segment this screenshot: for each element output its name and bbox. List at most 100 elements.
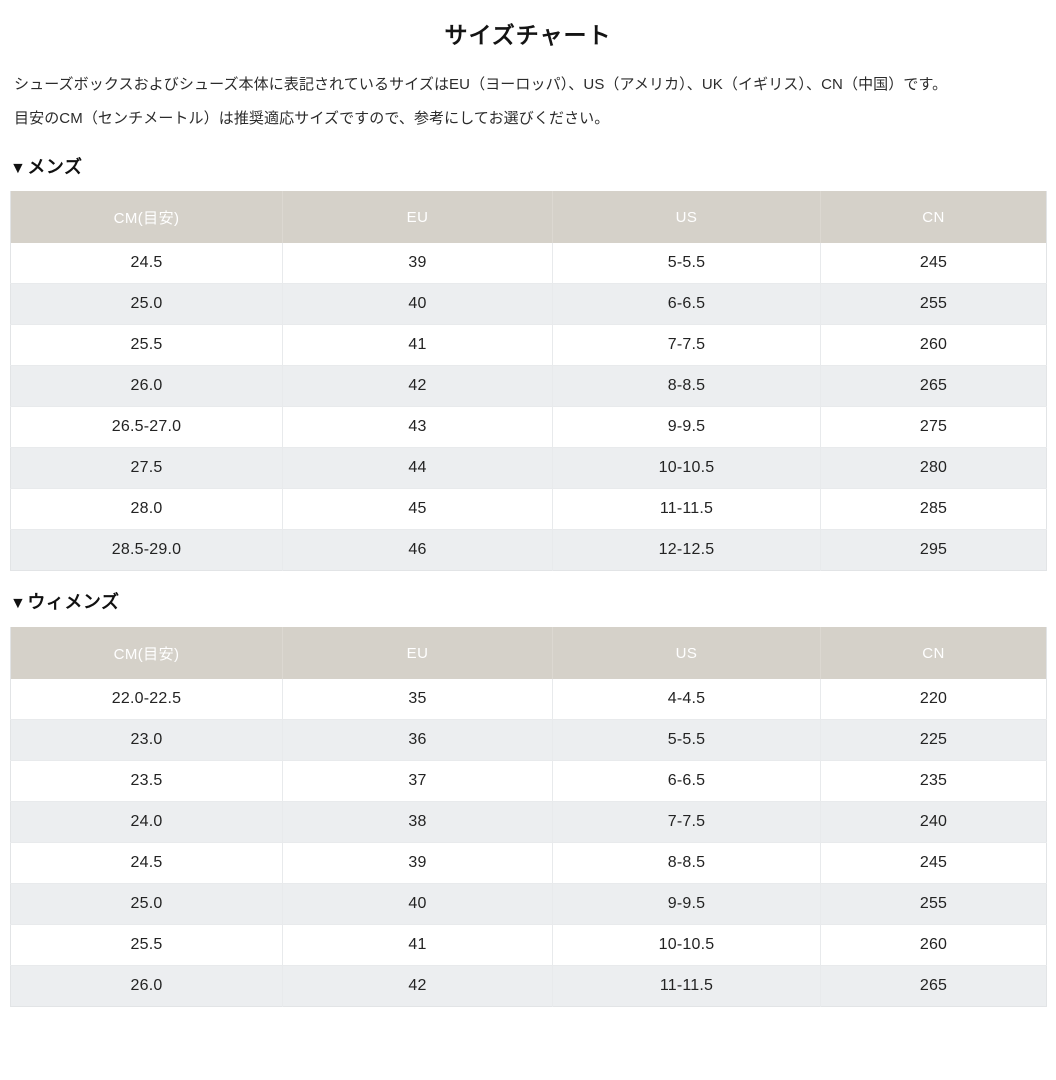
table-row: 25.0 40 6-6.5 255 bbox=[10, 283, 1047, 326]
cell-cm: 27.5 bbox=[10, 447, 283, 490]
cell-cn: 255 bbox=[820, 283, 1047, 326]
column-header-eu: EU bbox=[282, 191, 553, 244]
table-row: 24.5 39 8-8.5 245 bbox=[10, 842, 1047, 885]
table-row: 25.5 41 10-10.5 260 bbox=[10, 924, 1047, 967]
cell-eu: 42 bbox=[282, 965, 553, 1007]
table-header-row: CM(目安) EU US CN bbox=[10, 627, 1047, 680]
cell-us: 6-6.5 bbox=[552, 760, 821, 803]
section-heading-womens-label: ウィメンズ bbox=[27, 592, 120, 613]
intro-line-1: シューズボックスおよびシューズ本体に表記されているサイズはEU（ヨーロッパ）、U… bbox=[14, 75, 948, 93]
cell-eu: 42 bbox=[282, 365, 553, 408]
cell-cm: 28.5-29.0 bbox=[10, 529, 283, 571]
cell-cn: 255 bbox=[820, 883, 1047, 926]
cell-us: 9-9.5 bbox=[552, 883, 821, 926]
cell-us: 8-8.5 bbox=[552, 365, 821, 408]
cell-cm: 26.5-27.0 bbox=[10, 406, 283, 449]
cell-cm: 24.0 bbox=[10, 801, 283, 844]
cell-us: 4-4.5 bbox=[552, 679, 821, 721]
cell-eu: 43 bbox=[282, 406, 553, 449]
cell-cn: 275 bbox=[820, 406, 1047, 449]
table-row: 24.5 39 5-5.5 245 bbox=[10, 243, 1047, 285]
cell-eu: 37 bbox=[282, 760, 553, 803]
table-row: 23.0 36 5-5.5 225 bbox=[10, 719, 1047, 762]
cell-cm: 25.0 bbox=[10, 883, 283, 926]
section-heading-mens: ▼メンズ bbox=[0, 136, 1056, 178]
cell-cn: 265 bbox=[820, 365, 1047, 408]
cell-us: 5-5.5 bbox=[552, 719, 821, 762]
cell-eu: 46 bbox=[282, 529, 553, 571]
column-header-cm: CM(目安) bbox=[10, 627, 283, 680]
cell-us: 12-12.5 bbox=[552, 529, 821, 571]
cell-cn: 235 bbox=[820, 760, 1047, 803]
table-row: 23.5 37 6-6.5 235 bbox=[10, 760, 1047, 803]
cell-cm: 23.5 bbox=[10, 760, 283, 803]
column-header-cm: CM(目安) bbox=[10, 191, 283, 244]
cell-us: 6-6.5 bbox=[552, 283, 821, 326]
cell-cn: 285 bbox=[820, 488, 1047, 531]
cell-us: 10-10.5 bbox=[552, 447, 821, 490]
page-title: サイズチャート bbox=[444, 22, 612, 48]
column-header-cn: CN bbox=[820, 627, 1047, 680]
cell-cm: 22.0-22.5 bbox=[10, 679, 283, 721]
table-row: 27.5 44 10-10.5 280 bbox=[10, 447, 1047, 490]
cell-us: 11-11.5 bbox=[552, 965, 821, 1007]
table-row: 28.0 45 11-11.5 285 bbox=[10, 488, 1047, 531]
cell-cm: 25.5 bbox=[10, 324, 283, 367]
cell-us: 11-11.5 bbox=[552, 488, 821, 531]
cell-cm: 23.0 bbox=[10, 719, 283, 762]
cell-cm: 28.0 bbox=[10, 488, 283, 531]
cell-eu: 39 bbox=[282, 243, 553, 285]
triangle-down-icon: ▼ bbox=[10, 159, 27, 177]
triangle-down-icon: ▼ bbox=[10, 595, 27, 613]
cell-cm: 26.0 bbox=[10, 965, 283, 1007]
cell-eu: 35 bbox=[282, 679, 553, 721]
column-header-eu: EU bbox=[282, 627, 553, 680]
cell-cn: 265 bbox=[820, 965, 1047, 1007]
cell-eu: 40 bbox=[282, 883, 553, 926]
cell-cn: 245 bbox=[820, 842, 1047, 885]
cell-eu: 45 bbox=[282, 488, 553, 531]
cell-eu: 38 bbox=[282, 801, 553, 844]
cell-eu: 41 bbox=[282, 324, 553, 367]
column-header-us: US bbox=[552, 191, 821, 244]
section-heading-mens-label: メンズ bbox=[27, 156, 83, 177]
cell-cn: 240 bbox=[820, 801, 1047, 844]
cell-cm: 26.0 bbox=[10, 365, 283, 408]
table-row: 26.0 42 8-8.5 265 bbox=[10, 365, 1047, 408]
cell-us: 8-8.5 bbox=[552, 842, 821, 885]
table-row: 28.5-29.0 46 12-12.5 295 bbox=[10, 529, 1047, 571]
column-header-us: US bbox=[552, 627, 821, 680]
size-table-mens: CM(目安) EU US CN 24.5 39 5-5.5 245 25.0 4… bbox=[10, 191, 1047, 572]
cell-eu: 36 bbox=[282, 719, 553, 762]
column-header-cn: CN bbox=[820, 191, 1047, 244]
cell-us: 7-7.5 bbox=[552, 801, 821, 844]
table-row: 26.5-27.0 43 9-9.5 275 bbox=[10, 406, 1047, 449]
table-row: 24.0 38 7-7.5 240 bbox=[10, 801, 1047, 844]
cell-us: 10-10.5 bbox=[552, 924, 821, 967]
cell-us: 7-7.5 bbox=[552, 324, 821, 367]
cell-us: 5-5.5 bbox=[552, 243, 821, 285]
cell-eu: 44 bbox=[282, 447, 553, 490]
cell-cm: 25.5 bbox=[10, 924, 283, 967]
cell-cm: 24.5 bbox=[10, 842, 283, 885]
size-table-womens: CM(目安) EU US CN 22.0-22.5 35 4-4.5 220 2… bbox=[10, 627, 1047, 1008]
cell-cn: 260 bbox=[820, 924, 1047, 967]
intro-line-2: 目安のCM（センチメートル）は推奨適応サイズですので、参考にしてお選びください。 bbox=[14, 109, 610, 127]
cell-cm: 24.5 bbox=[10, 243, 283, 285]
cell-eu: 41 bbox=[282, 924, 553, 967]
table-row: 25.0 40 9-9.5 255 bbox=[10, 883, 1047, 926]
cell-us: 9-9.5 bbox=[552, 406, 821, 449]
table-row: 26.0 42 11-11.5 265 bbox=[10, 965, 1047, 1007]
intro-text: シューズボックスおよびシューズ本体に表記されているサイズはEU（ヨーロッパ）、U… bbox=[0, 50, 1056, 136]
cell-cn: 260 bbox=[820, 324, 1047, 367]
table-row: 22.0-22.5 35 4-4.5 220 bbox=[10, 679, 1047, 721]
cell-eu: 40 bbox=[282, 283, 553, 326]
section-heading-womens: ▼ウィメンズ bbox=[0, 571, 1056, 613]
cell-cm: 25.0 bbox=[10, 283, 283, 326]
table-header-row: CM(目安) EU US CN bbox=[10, 191, 1047, 244]
cell-cn: 225 bbox=[820, 719, 1047, 762]
cell-eu: 39 bbox=[282, 842, 553, 885]
table-row: 25.5 41 7-7.5 260 bbox=[10, 324, 1047, 367]
cell-cn: 220 bbox=[820, 679, 1047, 721]
